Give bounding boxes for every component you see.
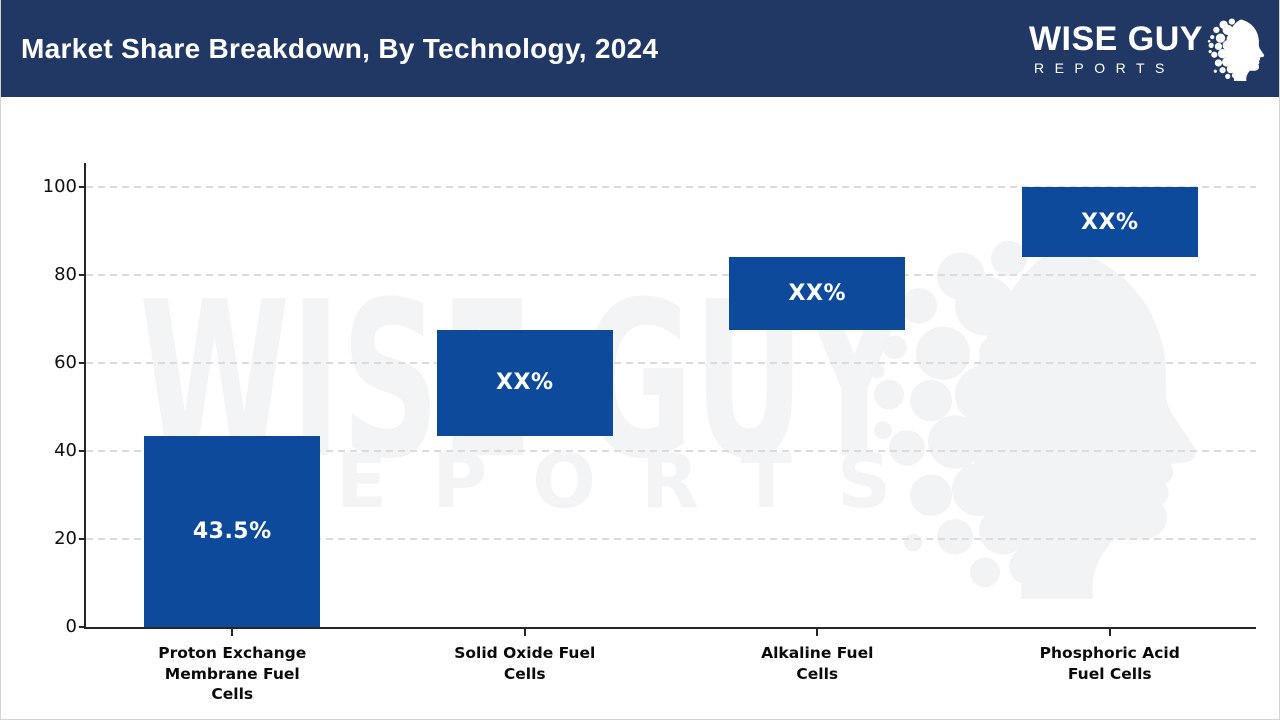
bar-value-label: XX% [788,280,846,306]
bar: XX% [729,257,906,330]
page-title: Market Share Breakdown, By Technology, 2… [21,32,659,64]
wise-guy-reports-logo: WISE GUY REPORTS [1029,6,1267,92]
y-tick [79,450,86,452]
logo-head-dots-icon [1207,18,1265,81]
bar-value-label: XX% [496,370,554,396]
logo-brand-subtitle: REPORTS [1033,59,1175,76]
bar: 43.5% [144,435,321,627]
logo-text: WISE GUY REPORTS [1029,22,1203,76]
x-tick [816,629,819,636]
category-label: Phosphoric Acid Fuel Cells [1039,644,1180,683]
plot-layer: 0 20 40 60 80 100 43.5% Proton Exchange Membran… [1,97,1279,718]
y-tick [79,626,86,628]
bar-value-label: 43.5% [192,518,272,544]
grid-line [86,186,1256,188]
y-tick-label: 60 [54,352,77,373]
y-tick [79,186,86,188]
bar: XX% [1021,187,1198,258]
category-label: Proton Exchange Membrane Fuel Cells [158,644,307,704]
category-label: Solid Oxide Fuel Cells [454,644,596,683]
y-tick-label: 20 [54,528,77,549]
y-tick [79,362,86,364]
bar-value-label: XX% [1081,209,1139,235]
grid-line [86,362,1256,364]
grid-line [86,274,1256,276]
y-tick-label: 100 [42,176,77,197]
y-tick-label: 80 [54,264,77,285]
bar: XX% [436,329,613,436]
y-tick-label: 0 [65,616,77,637]
logo-brand-name: WISE GUY [1028,19,1203,58]
y-axis [84,163,86,629]
x-tick [231,629,234,636]
chart-area: WISE GUY REPORTS 02040608010043.5%Proton… [1,97,1279,718]
category-label: Alkaline Fuel Cells [761,644,874,683]
y-tick [79,274,86,276]
x-tick [1108,629,1111,636]
grid-line [86,538,1256,540]
grid-line [86,450,1256,452]
y-tick-label: 40 [54,440,77,461]
x-tick [523,629,526,636]
header-bar: Market Share Breakdown, By Technology, 2… [1,0,1279,97]
x-axis [84,627,1256,629]
y-tick [79,538,86,540]
